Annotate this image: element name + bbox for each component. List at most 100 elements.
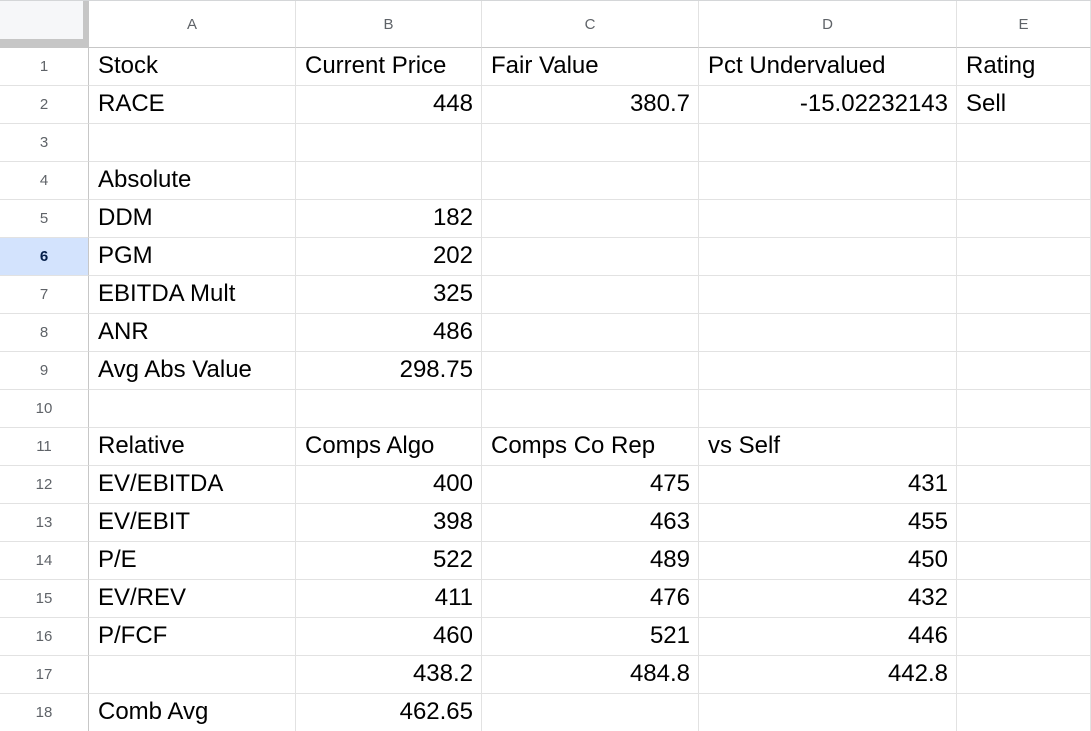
cell-C10[interactable]	[482, 390, 699, 428]
cell-A13[interactable]: EV/EBIT	[89, 504, 296, 542]
row-header-2[interactable]: 2	[0, 86, 89, 124]
cell-E10[interactable]	[957, 390, 1091, 428]
cell-D6[interactable]	[699, 238, 957, 276]
cell-A2[interactable]: RACE	[89, 86, 296, 124]
cell-B11[interactable]: Comps Algo	[296, 428, 482, 466]
cell-D14[interactable]: 450	[699, 542, 957, 580]
cell-B9[interactable]: 298.75	[296, 352, 482, 390]
row-header-1[interactable]: 1	[0, 48, 89, 86]
cell-A10[interactable]	[89, 390, 296, 428]
cell-B6[interactable]: 202	[296, 238, 482, 276]
row-header-10[interactable]: 10	[0, 390, 89, 428]
cell-B1[interactable]: Current Price	[296, 48, 482, 86]
cell-E4[interactable]	[957, 162, 1091, 200]
cell-D8[interactable]	[699, 314, 957, 352]
cell-B15[interactable]: 411	[296, 580, 482, 618]
cell-C1[interactable]: Fair Value	[482, 48, 699, 86]
cell-D18[interactable]	[699, 694, 957, 731]
row-header-6[interactable]: 6	[0, 238, 89, 276]
cell-B7[interactable]: 325	[296, 276, 482, 314]
cell-A14[interactable]: P/E	[89, 542, 296, 580]
row-header-8[interactable]: 8	[0, 314, 89, 352]
row-header-3[interactable]: 3	[0, 124, 89, 162]
cell-E1[interactable]: Rating	[957, 48, 1091, 86]
cell-A8[interactable]: ANR	[89, 314, 296, 352]
cell-B12[interactable]: 400	[296, 466, 482, 504]
cell-B17[interactable]: 438.2	[296, 656, 482, 694]
cell-D12[interactable]: 431	[699, 466, 957, 504]
cell-A9[interactable]: Avg Abs Value	[89, 352, 296, 390]
cell-E11[interactable]	[957, 428, 1091, 466]
cell-E15[interactable]	[957, 580, 1091, 618]
row-header-4[interactable]: 4	[0, 162, 89, 200]
cell-A6[interactable]: PGM	[89, 238, 296, 276]
cell-E16[interactable]	[957, 618, 1091, 656]
column-header-E[interactable]: E	[957, 1, 1091, 48]
row-header-18[interactable]: 18	[0, 694, 89, 731]
cell-E13[interactable]	[957, 504, 1091, 542]
cell-B5[interactable]: 182	[296, 200, 482, 238]
cell-E14[interactable]	[957, 542, 1091, 580]
row-header-9[interactable]: 9	[0, 352, 89, 390]
cell-D9[interactable]	[699, 352, 957, 390]
cell-D16[interactable]: 446	[699, 618, 957, 656]
cell-D7[interactable]	[699, 276, 957, 314]
row-header-17[interactable]: 17	[0, 656, 89, 694]
cell-B3[interactable]	[296, 124, 482, 162]
column-header-B[interactable]: B	[296, 1, 482, 48]
cell-C5[interactable]	[482, 200, 699, 238]
cell-C7[interactable]	[482, 276, 699, 314]
cell-B13[interactable]: 398	[296, 504, 482, 542]
cell-C18[interactable]	[482, 694, 699, 731]
cell-C14[interactable]: 489	[482, 542, 699, 580]
cell-C16[interactable]: 521	[482, 618, 699, 656]
column-header-D[interactable]: D	[699, 1, 957, 48]
cell-A17[interactable]	[89, 656, 296, 694]
cell-B2[interactable]: 448	[296, 86, 482, 124]
cell-D4[interactable]	[699, 162, 957, 200]
cell-E17[interactable]	[957, 656, 1091, 694]
row-header-12[interactable]: 12	[0, 466, 89, 504]
cell-C11[interactable]: Comps Co Rep	[482, 428, 699, 466]
cell-C12[interactable]: 475	[482, 466, 699, 504]
cell-B8[interactable]: 486	[296, 314, 482, 352]
row-header-16[interactable]: 16	[0, 618, 89, 656]
cell-C4[interactable]	[482, 162, 699, 200]
cell-E2[interactable]: Sell	[957, 86, 1091, 124]
cell-C8[interactable]	[482, 314, 699, 352]
cell-D17[interactable]: 442.8	[699, 656, 957, 694]
cell-D11[interactable]: vs Self	[699, 428, 957, 466]
cell-A4[interactable]: Absolute	[89, 162, 296, 200]
cell-E18[interactable]	[957, 694, 1091, 731]
cell-C13[interactable]: 463	[482, 504, 699, 542]
cell-C9[interactable]	[482, 352, 699, 390]
cell-C2[interactable]: 380.7	[482, 86, 699, 124]
cell-E9[interactable]	[957, 352, 1091, 390]
cell-C17[interactable]: 484.8	[482, 656, 699, 694]
cell-D10[interactable]	[699, 390, 957, 428]
row-header-5[interactable]: 5	[0, 200, 89, 238]
row-header-7[interactable]: 7	[0, 276, 89, 314]
cell-E8[interactable]	[957, 314, 1091, 352]
cell-E12[interactable]	[957, 466, 1091, 504]
cell-D5[interactable]	[699, 200, 957, 238]
cell-C6[interactable]	[482, 238, 699, 276]
cell-B4[interactable]	[296, 162, 482, 200]
select-all-corner[interactable]	[0, 1, 89, 48]
cell-A18[interactable]: Comb Avg	[89, 694, 296, 731]
cell-B10[interactable]	[296, 390, 482, 428]
cell-E3[interactable]	[957, 124, 1091, 162]
cell-A1[interactable]: Stock	[89, 48, 296, 86]
cell-B18[interactable]: 462.65	[296, 694, 482, 731]
cell-C15[interactable]: 476	[482, 580, 699, 618]
row-header-13[interactable]: 13	[0, 504, 89, 542]
row-header-11[interactable]: 11	[0, 428, 89, 466]
cell-D1[interactable]: Pct Undervalued	[699, 48, 957, 86]
cell-A16[interactable]: P/FCF	[89, 618, 296, 656]
cell-E6[interactable]	[957, 238, 1091, 276]
cell-D3[interactable]	[699, 124, 957, 162]
cell-A7[interactable]: EBITDA Mult	[89, 276, 296, 314]
cell-A12[interactable]: EV/EBITDA	[89, 466, 296, 504]
cell-B16[interactable]: 460	[296, 618, 482, 656]
cell-E5[interactable]	[957, 200, 1091, 238]
